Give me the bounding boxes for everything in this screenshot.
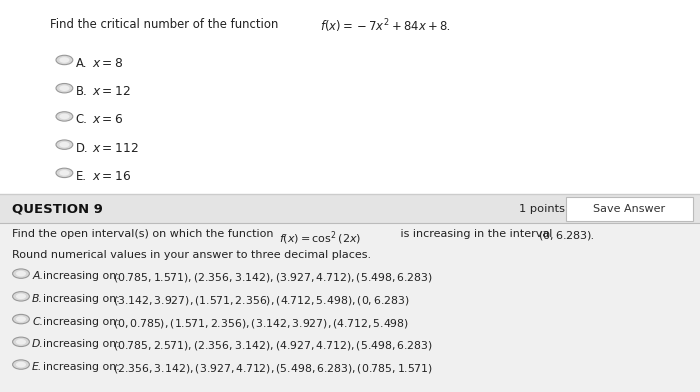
Circle shape bbox=[13, 337, 29, 347]
Circle shape bbox=[56, 112, 73, 121]
Text: D.: D. bbox=[76, 142, 88, 154]
Text: increasing on:: increasing on: bbox=[43, 271, 120, 281]
Text: $(2.356,3.142),(3.927,4.712),(5.498,6.283),(0.785,1.571)$: $(2.356,3.142),(3.927,4.712),(5.498,6.28… bbox=[113, 362, 433, 375]
Text: D.: D. bbox=[32, 339, 44, 350]
Text: $(0,0.785),(1.571,2.356),(3.142,3.927),(4.712,5.498)$: $(0,0.785),(1.571,2.356),(3.142,3.927),(… bbox=[113, 317, 410, 330]
Circle shape bbox=[13, 314, 29, 324]
Circle shape bbox=[60, 57, 69, 63]
Circle shape bbox=[56, 55, 73, 65]
Text: increasing on:: increasing on: bbox=[43, 317, 120, 327]
Text: $x=16$: $x=16$ bbox=[92, 170, 132, 183]
Circle shape bbox=[60, 114, 69, 119]
Text: $x=12$: $x=12$ bbox=[92, 85, 132, 98]
Text: Find the critical number of the function: Find the critical number of the function bbox=[50, 18, 283, 31]
Text: $x=6$: $x=6$ bbox=[92, 113, 124, 126]
Text: $(0.785,1.571),(2.356,3.142),(3.927,4.712),(5.498,6.283)$: $(0.785,1.571),(2.356,3.142),(3.927,4.71… bbox=[113, 271, 433, 284]
Circle shape bbox=[60, 170, 69, 176]
Text: Find the open interval(s) on which the function: Find the open interval(s) on which the f… bbox=[12, 229, 277, 240]
Text: E.: E. bbox=[76, 170, 87, 183]
Text: B.: B. bbox=[32, 294, 43, 304]
Text: Round numerical values in your answer to three decimal places.: Round numerical values in your answer to… bbox=[12, 250, 371, 260]
Text: increasing on:: increasing on: bbox=[43, 339, 120, 350]
Circle shape bbox=[16, 271, 26, 276]
Text: $(3.142,3.927),(1.571,2.356),(4.712,5.498),(0,6.283)$: $(3.142,3.927),(1.571,2.356),(4.712,5.49… bbox=[113, 294, 410, 307]
Text: increasing on:: increasing on: bbox=[43, 294, 120, 304]
Text: E.: E. bbox=[32, 362, 43, 372]
Circle shape bbox=[13, 269, 29, 278]
FancyBboxPatch shape bbox=[566, 197, 693, 220]
Text: $x=112$: $x=112$ bbox=[92, 142, 139, 154]
Circle shape bbox=[16, 316, 26, 322]
Text: Save Answer: Save Answer bbox=[593, 204, 666, 214]
Text: $(0.785,2.571),(2.356,3.142),(4.927,4.712),(5.498,6.283)$: $(0.785,2.571),(2.356,3.142),(4.927,4.71… bbox=[113, 339, 433, 352]
Text: is increasing in the interval: is increasing in the interval bbox=[397, 229, 556, 240]
Text: $x=8$: $x=8$ bbox=[92, 57, 124, 70]
Circle shape bbox=[56, 140, 73, 149]
Circle shape bbox=[56, 83, 73, 93]
Text: $f(x)=-7x^2+84x+8$.: $f(x)=-7x^2+84x+8$. bbox=[320, 18, 451, 35]
Text: QUESTION 9: QUESTION 9 bbox=[12, 202, 103, 215]
Text: A.: A. bbox=[32, 271, 43, 281]
Text: increasing on:: increasing on: bbox=[43, 362, 120, 372]
Circle shape bbox=[56, 168, 73, 178]
Text: B.: B. bbox=[76, 85, 88, 98]
Bar bbox=[0, 194, 700, 392]
Circle shape bbox=[16, 362, 26, 367]
Circle shape bbox=[13, 292, 29, 301]
Circle shape bbox=[60, 142, 69, 147]
Bar bbox=[0, 194, 700, 223]
Circle shape bbox=[16, 294, 26, 299]
Text: C.: C. bbox=[32, 317, 43, 327]
Text: 1 points: 1 points bbox=[519, 204, 566, 214]
Text: $(0,6.283)$.: $(0,6.283)$. bbox=[538, 229, 595, 242]
Text: C.: C. bbox=[76, 113, 88, 126]
Text: A.: A. bbox=[76, 57, 87, 70]
Circle shape bbox=[13, 360, 29, 369]
Bar bbox=[0, 0, 700, 194]
Circle shape bbox=[16, 339, 26, 345]
Circle shape bbox=[60, 85, 69, 91]
Text: $f(x)=\cos^2(2x)$: $f(x)=\cos^2(2x)$ bbox=[279, 229, 361, 247]
